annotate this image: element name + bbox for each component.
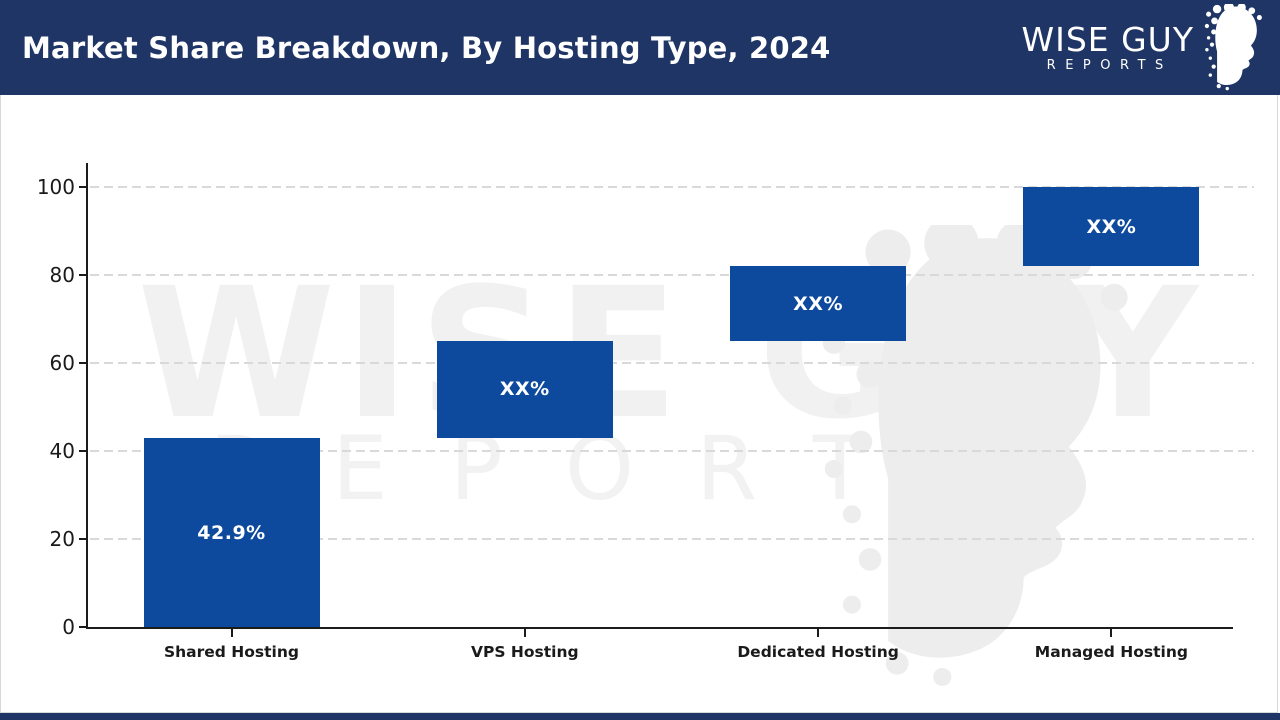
- y-tick-mark: [79, 450, 87, 452]
- bar-value-label: XX%: [499, 378, 550, 401]
- gridline: [90, 450, 1254, 452]
- y-tick-mark: [79, 362, 87, 364]
- wise-guy-logo: WISE GUY REPORTS: [1021, 4, 1266, 92]
- y-tick-label: 80: [49, 263, 75, 287]
- y-tick-label: 40: [49, 439, 75, 463]
- y-tick-mark: [79, 626, 87, 628]
- logo-subtext: REPORTS: [1046, 58, 1173, 73]
- gridline: [90, 538, 1254, 540]
- bar: 42.9%: [143, 438, 320, 627]
- gridline: [90, 362, 1254, 364]
- x-category-label: VPS Hosting: [470, 643, 579, 661]
- header: Market Share Breakdown, By Hosting Type,…: [0, 0, 1280, 95]
- x-tick-mark: [230, 628, 233, 637]
- chart-area: WISE GUY REPORTS 0 20 40 60 80 100 42.9% Shared…: [0, 95, 1278, 713]
- x-category-label: Shared Hosting: [163, 643, 299, 661]
- x-tick-mark: [1110, 628, 1113, 637]
- bar-value-label: 42.9%: [197, 521, 266, 544]
- bar-value-label: XX%: [1086, 215, 1137, 238]
- logo-wordmark: WISE GUY: [1021, 20, 1194, 59]
- y-tick-label: 60: [49, 351, 75, 375]
- y-tick-mark: [79, 274, 87, 276]
- x-category-label: Managed Hosting: [1034, 643, 1188, 661]
- plot: 0 20 40 60 80 100 42.9% Shared Hosting XX% VPS Ho…: [1, 95, 1277, 712]
- y-tick-label: 20: [49, 527, 75, 551]
- page-title: Market Share Breakdown, By Hosting Type,…: [22, 30, 831, 65]
- bar: XX%: [436, 341, 613, 438]
- y-tick-label: 100: [36, 175, 75, 199]
- logo-head-icon: [1202, 4, 1266, 92]
- logo-text: WISE GUY REPORTS: [1021, 23, 1194, 72]
- bar-value-label: XX%: [793, 292, 844, 315]
- x-axis: [86, 627, 1233, 629]
- y-tick-mark: [79, 538, 87, 540]
- x-category-label: Dedicated Hosting: [737, 643, 899, 661]
- bar: XX%: [730, 266, 907, 341]
- y-axis: [86, 163, 88, 629]
- gridline: [90, 186, 1254, 188]
- watermark: WISE GUY REPORTS: [1, 95, 1277, 712]
- gridline: [90, 274, 1254, 276]
- bar: XX%: [1023, 187, 1200, 267]
- footer-strip: [0, 713, 1280, 720]
- y-tick-label: 0: [62, 615, 75, 639]
- x-tick-mark: [817, 628, 820, 637]
- y-tick-mark: [79, 186, 87, 188]
- x-tick-mark: [523, 628, 526, 637]
